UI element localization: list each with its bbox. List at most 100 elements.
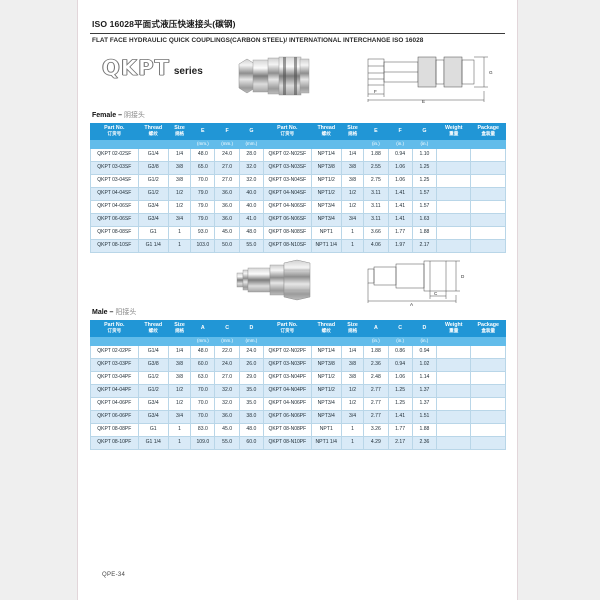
male-cell-r7-c8: 1: [340, 436, 365, 450]
female-cell-r2-c5: 32.0: [238, 174, 265, 188]
male-cell-r5-c11: 1.51: [411, 410, 438, 424]
female-cell-r0-c0: QKPT 02-02SF: [90, 148, 139, 162]
female-cell-r1-c10: 1.06: [387, 161, 413, 175]
female-cell-r3-c10: 1.41: [387, 187, 413, 201]
male-cell-r7-c13: [470, 436, 506, 450]
female-cell-r1-c0: QKPT 03-03SF: [90, 161, 139, 175]
female-label-g: G: [489, 70, 493, 75]
female-cell-r1-c13: [470, 161, 506, 175]
male-cell-r6-c13: [470, 423, 506, 437]
female-cell-r0-c5: 28.0: [238, 148, 265, 162]
male-cell-r4-c3: 70.0: [190, 397, 216, 411]
female-cell-r1-c1: G3/8: [137, 161, 169, 175]
female-col-header-6: Part No. 订货号: [263, 123, 312, 140]
female-cell-r0-c13: [470, 148, 506, 162]
female-col-header-cn-7: 螺纹: [321, 130, 331, 136]
female-col-header-cn-8: 规格: [347, 130, 358, 136]
female-col-header-cn-13: 盒装量: [481, 130, 496, 136]
male-col-header-cn-7: 螺纹: [321, 327, 331, 333]
female-cell-r1-c5: 32.0: [238, 161, 265, 175]
male-cell-r1-c7: NPT3/8: [310, 358, 342, 372]
table-row: QKPT 03-03PF G3/8 3/8 60.0 24.0 26.0 QKPT 03-N…: [90, 358, 506, 372]
male-cell-r6-c6: QKPT 08-N08PF: [263, 423, 312, 437]
male-cell-r2-c6: QKPT 03-N04PF: [263, 371, 312, 385]
male-cell-r4-c0: QKPT 04-06PF: [90, 397, 139, 411]
male-unit-cell-5: (mm.): [238, 336, 265, 346]
male-cell-r5-c13: [470, 410, 506, 424]
female-cell-r1-c9: 2.55: [363, 161, 389, 175]
female-cell-r1-c2: 3/8: [167, 161, 192, 175]
female-cell-r6-c12: [436, 226, 472, 240]
female-cell-r7-c4: 50.0: [214, 239, 240, 253]
female-cell-r6-c2: 1: [167, 226, 192, 240]
male-cell-r0-c9: 1.88: [363, 345, 389, 359]
female-cell-r6-c7: NPT1: [310, 226, 342, 240]
male-cell-r6-c4: 45.0: [214, 423, 240, 437]
male-cell-r7-c12: [436, 436, 472, 450]
male-cell-r7-c2: 1: [167, 436, 192, 450]
female-unit-cell-13: [470, 139, 506, 149]
male-cell-r0-c10: 0.86: [387, 345, 413, 359]
female-cell-r3-c7: NPT1/2: [310, 187, 342, 201]
male-unit-cell-11: (in.): [411, 336, 438, 346]
male-cell-r1-c4: 24.0: [214, 358, 240, 372]
male-cell-r7-c9: 4.29: [363, 436, 389, 450]
female-cell-r4-c3: 79.0: [190, 200, 216, 214]
female-cell-r5-c9: 3.11: [363, 213, 389, 227]
female-cell-r2-c2: 3/8: [167, 174, 192, 188]
female-unit-cell-8: [340, 139, 365, 149]
female-cell-r5-c3: 79.0: [190, 213, 216, 227]
male-cell-r6-c11: 1.88: [411, 423, 438, 437]
male-cell-r4-c6: QKPT 04-N06PF: [263, 397, 312, 411]
male-cell-r3-c2: 1/2: [167, 384, 192, 398]
male-caption-dash: –: [109, 309, 114, 316]
female-cell-r1-c3: 65.0: [190, 161, 216, 175]
female-cell-r0-c3: 48.0: [190, 148, 216, 162]
female-cell-r6-c4: 45.0: [214, 226, 240, 240]
male-cell-r3-c3: 70.0: [190, 384, 216, 398]
male-cell-r2-c8: 3/8: [340, 371, 365, 385]
female-cell-r2-c13: [470, 174, 506, 188]
male-cell-r5-c5: 38.0: [238, 410, 265, 424]
male-cell-r7-c3: 109.0: [190, 436, 216, 450]
female-unit-cell-5: (mm.): [238, 139, 265, 149]
male-table-body: QKPT 02-02PF G1/4 1/4 48.0 22.0 24.0 QKPT 02-N…: [90, 345, 506, 450]
male-cell-r1-c10: 0.94: [387, 358, 413, 372]
male-unit-cell-13: [470, 336, 506, 346]
female-cell-r5-c8: 3/4: [340, 213, 365, 227]
male-cell-r0-c1: G1/4: [137, 345, 169, 359]
male-col-header-3: A: [190, 320, 216, 337]
female-cell-r0-c4: 24.0: [214, 148, 240, 162]
male-cell-r4-c12: [436, 397, 472, 411]
male-cell-r5-c6: QKPT 06-N06PF: [263, 410, 312, 424]
page-title-cn: ISO 16028平面式液压快速接头(碳钢): [90, 18, 505, 34]
male-cell-r2-c12: [436, 371, 472, 385]
male-cell-r0-c7: NPT1/4: [310, 345, 342, 359]
female-col-header-cn-12: 重量: [449, 130, 459, 136]
male-unit-cell-3: (mm.): [190, 336, 216, 346]
female-cell-r2-c4: 27.0: [214, 174, 240, 188]
male-col-header-0: Part No. 订货号: [90, 320, 139, 337]
male-col-header-cn-8: 规格: [347, 327, 358, 333]
male-cell-r5-c3: 70.0: [190, 410, 216, 424]
male-cell-r0-c8: 1/4: [340, 345, 365, 359]
male-cell-r5-c0: QKPT 06-06PF: [90, 410, 139, 424]
male-col-header-7: Thread 螺纹: [310, 320, 342, 337]
female-cell-r5-c6: QKPT 06-N06SF: [263, 213, 312, 227]
female-cell-r1-c11: 1.25: [411, 161, 438, 175]
female-cell-r6-c10: 1.77: [387, 226, 413, 240]
female-cell-r6-c9: 3.66: [363, 226, 389, 240]
table-row: QKPT 04-04PF G1/2 1/2 70.0 32.0 35.0 QKPT 04-N…: [90, 384, 506, 398]
male-col-header-1: Thread 螺纹: [137, 320, 169, 337]
female-cell-r7-c0: QKPT 08-10SF: [90, 239, 139, 253]
female-unit-cell-12: [436, 139, 472, 149]
male-cell-r2-c3: 63.0: [190, 371, 216, 385]
male-cell-r4-c2: 1/2: [167, 397, 192, 411]
female-cell-r0-c7: NPT1/4: [310, 148, 342, 162]
female-hero: QKPT series: [90, 48, 505, 108]
female-col-header-12: Weight 重量: [436, 123, 472, 140]
female-cell-r4-c6: QKPT 04-N06SF: [263, 200, 312, 214]
male-cell-r2-c2: 3/8: [167, 371, 192, 385]
female-caption-dash: –: [118, 112, 122, 119]
male-col-header-11: D: [411, 320, 438, 337]
